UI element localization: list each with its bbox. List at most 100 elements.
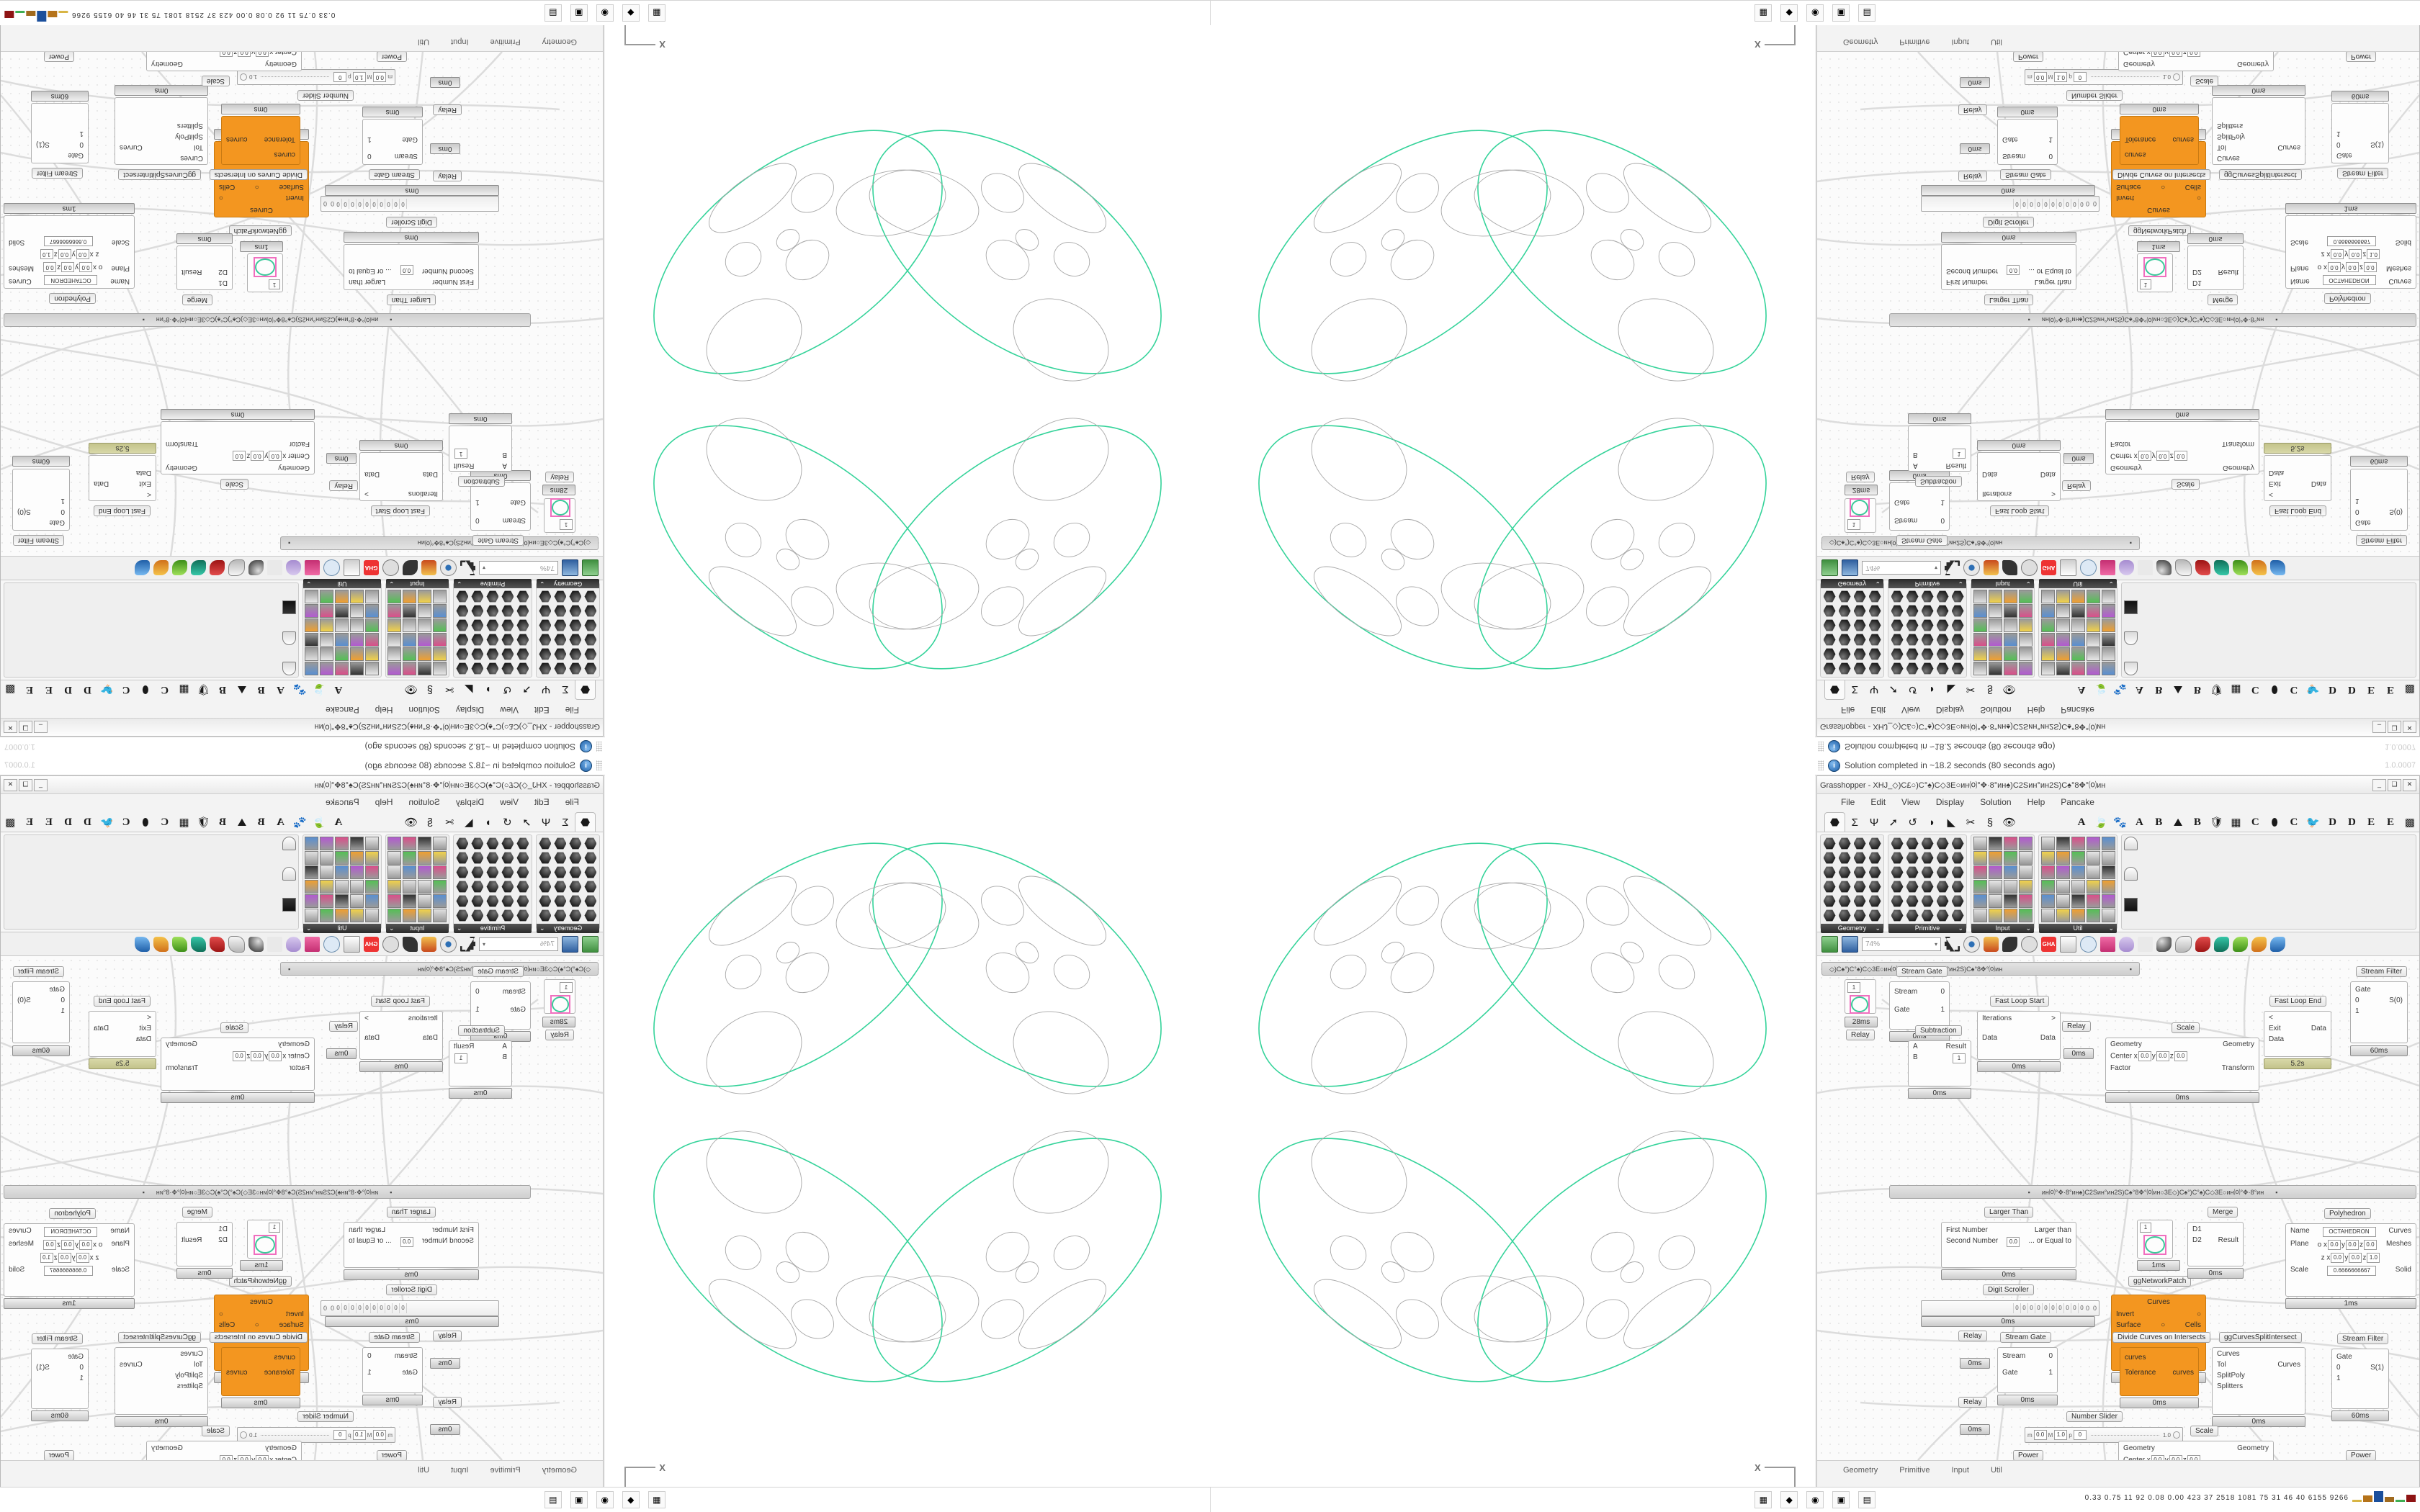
component-button[interactable]	[433, 865, 447, 879]
tab-plugin-d1[interactable]: D	[2329, 684, 2336, 696]
node-ggcurvessplitintersect[interactable]: Curves Tol Curves SplitPoly Splitters	[115, 1347, 208, 1415]
component-button[interactable]	[501, 590, 515, 603]
component-button[interactable]	[2003, 633, 2017, 647]
slider-max[interactable]: 1.0	[352, 1430, 366, 1440]
shaded-icon[interactable]	[2156, 560, 2172, 576]
component-button[interactable]	[455, 590, 470, 603]
tab-intersect-icon[interactable]: ✂	[1966, 816, 1976, 829]
tab-plugin-bird-icon[interactable]: 🐦	[99, 816, 114, 829]
primitive-cells[interactable]	[1888, 588, 1966, 677]
menu-pancake[interactable]: Pancake	[326, 705, 359, 715]
component-button[interactable]	[1905, 618, 1919, 632]
node-tag-merge[interactable]: Merge	[182, 1207, 212, 1218]
tab-mesh-icon[interactable]: ◣	[1947, 683, 1956, 696]
component-button[interactable]	[2086, 851, 2100, 865]
component-button[interactable]	[538, 880, 552, 894]
node-tag-relay-1[interactable]: Relay	[1846, 1030, 1875, 1040]
tab-plugin-cloud-icon[interactable]: 🐾	[2113, 816, 2127, 829]
center-z-field[interactable]: 0.0	[2174, 451, 2187, 461]
component-button[interactable]	[516, 865, 530, 879]
component-button[interactable]	[2101, 837, 2115, 850]
node-preview-swatch[interactable]: 1	[1845, 979, 1876, 1014]
component-button[interactable]	[1950, 880, 1965, 894]
component-button[interactable]	[2086, 894, 2100, 908]
menu-file[interactable]: File	[565, 705, 579, 715]
component-button[interactable]	[2101, 851, 2115, 865]
component-button[interactable]	[387, 590, 402, 603]
grasshopper-canvas[interactable]: ◇)C♠°)C°♠)C◇3E○ин⒪°✥·8°ин♠)C2Ѕин°ин2Ѕ)C♠…	[1, 52, 603, 556]
component-button[interactable]	[1822, 865, 1837, 879]
node-tag-subtraction[interactable]: Subtraction	[458, 1025, 505, 1036]
node-tag-ggnetworkpatch[interactable]: ggNetworkPatch	[228, 1276, 292, 1287]
tab-intersect-icon[interactable]: ✂	[1966, 683, 1976, 696]
component-button[interactable]	[1852, 837, 1867, 850]
canvas-group-label-mid[interactable]: ▪ ин⒪°✥·8°ин♠)C2Ѕин°ин2Ѕ)C♠°8✥°⒪ин○3E◇)C♠…	[1889, 313, 2416, 327]
component-button[interactable]	[387, 604, 402, 618]
component-button[interactable]	[335, 880, 349, 894]
tab-sets-y-icon[interactable]: Ψ	[541, 683, 551, 696]
component-button[interactable]	[2040, 865, 2055, 879]
component-button[interactable]	[387, 865, 402, 879]
tab-plugin-bird-icon[interactable]: 🐦	[99, 683, 114, 696]
package-manager-icon[interactable]	[305, 936, 320, 952]
component-button[interactable]	[516, 590, 530, 603]
menu-pancake[interactable]: Pancake	[326, 797, 359, 807]
component-button[interactable]	[320, 633, 334, 647]
component-button[interactable]	[2101, 618, 2115, 632]
component-button[interactable]	[516, 647, 530, 661]
tab-plugin-a2[interactable]: A	[277, 816, 284, 828]
component-button[interactable]	[470, 909, 485, 922]
preview-icon[interactable]	[1963, 559, 1980, 577]
tab-plugin-b1[interactable]: B	[2155, 816, 2163, 828]
overflow-item[interactable]	[282, 662, 297, 675]
component-button[interactable]	[553, 633, 568, 647]
component-button[interactable]	[485, 909, 500, 922]
component-button[interactable]	[350, 880, 364, 894]
tab-plugin-matrix-icon[interactable]: ▩	[5, 683, 16, 696]
component-button[interactable]	[516, 837, 530, 850]
component-button[interactable]	[1973, 851, 1987, 865]
component-button[interactable]	[1890, 880, 1904, 894]
component-button[interactable]	[2018, 909, 2033, 922]
node-tag-power-right[interactable]: Power	[2346, 1450, 2377, 1460]
component-button[interactable]	[2040, 604, 2055, 618]
component-button[interactable]	[2101, 880, 2115, 894]
maximize-button[interactable]: ❑	[19, 721, 32, 734]
zoom-extents-icon[interactable]	[1945, 561, 1960, 576]
taskbar-rhino-icon[interactable]: ◆	[1780, 1491, 1798, 1508]
node-larger-than[interactable]: First Number Larger than Second Number 0.0…	[1941, 1222, 2076, 1268]
component-button[interactable]	[538, 647, 552, 661]
node-tag-subtraction[interactable]: Subtraction	[1915, 1025, 1962, 1036]
tab-params-icon[interactable]: ⬣	[1824, 680, 1845, 700]
node-tag-relay-2[interactable]: Relay	[2062, 1021, 2091, 1032]
overflow-item[interactable]	[2123, 897, 2138, 912]
component-button[interactable]	[583, 909, 598, 922]
component-button[interactable]	[1905, 837, 1919, 850]
tab-plugin-ellipse-icon[interactable]: ⬮	[2271, 816, 2278, 829]
component-button[interactable]	[485, 590, 500, 603]
component-button[interactable]	[2071, 604, 2085, 618]
menu-solution[interactable]: Solution	[1980, 797, 2012, 807]
polyhedron-scale-field[interactable]: 0.6666666667	[2327, 1266, 2377, 1276]
component-button[interactable]	[2003, 880, 2017, 894]
titlebar[interactable]: Grasshopper - XHJ_◇)C£○)C°♠)C◇3E○ин⒪°✥·8…	[1, 776, 603, 794]
node-fast-loop-start[interactable]: Iterations > Data Data	[1977, 1011, 2061, 1060]
component-button[interactable]	[1890, 647, 1904, 661]
component-button[interactable]	[320, 894, 334, 908]
tab-vector-arrow-icon[interactable]: ➚	[1888, 816, 1899, 829]
tab-transform-icon[interactable]: §	[426, 816, 434, 829]
node-ggnetworkpatch-preview[interactable]: 1	[247, 1220, 283, 1259]
component-button[interactable]	[2040, 647, 2055, 661]
titlebar[interactable]: Grasshopper - XHJ_◇)C£○)C°♠)C◇3E○ин⒪°✥·8…	[1817, 718, 2419, 736]
component-button[interactable]	[2071, 633, 2085, 647]
preview-icon[interactable]	[440, 935, 457, 953]
component-button[interactable]	[2101, 590, 2115, 603]
canvas-group-label-mid[interactable]: ▪ ин⒪°✥·8°ин♠)C2Ѕин°ин2Ѕ)C♠°8✥°⒪ин○3E◇)C♠…	[4, 313, 531, 327]
component-button[interactable]	[2018, 837, 2033, 850]
component-button[interactable]	[501, 618, 515, 632]
component-button[interactable]	[305, 894, 319, 908]
node-tag-scale-2[interactable]: Scale	[201, 76, 230, 86]
node-tag-larger-than[interactable]: Larger Than	[1984, 1207, 2034, 1218]
